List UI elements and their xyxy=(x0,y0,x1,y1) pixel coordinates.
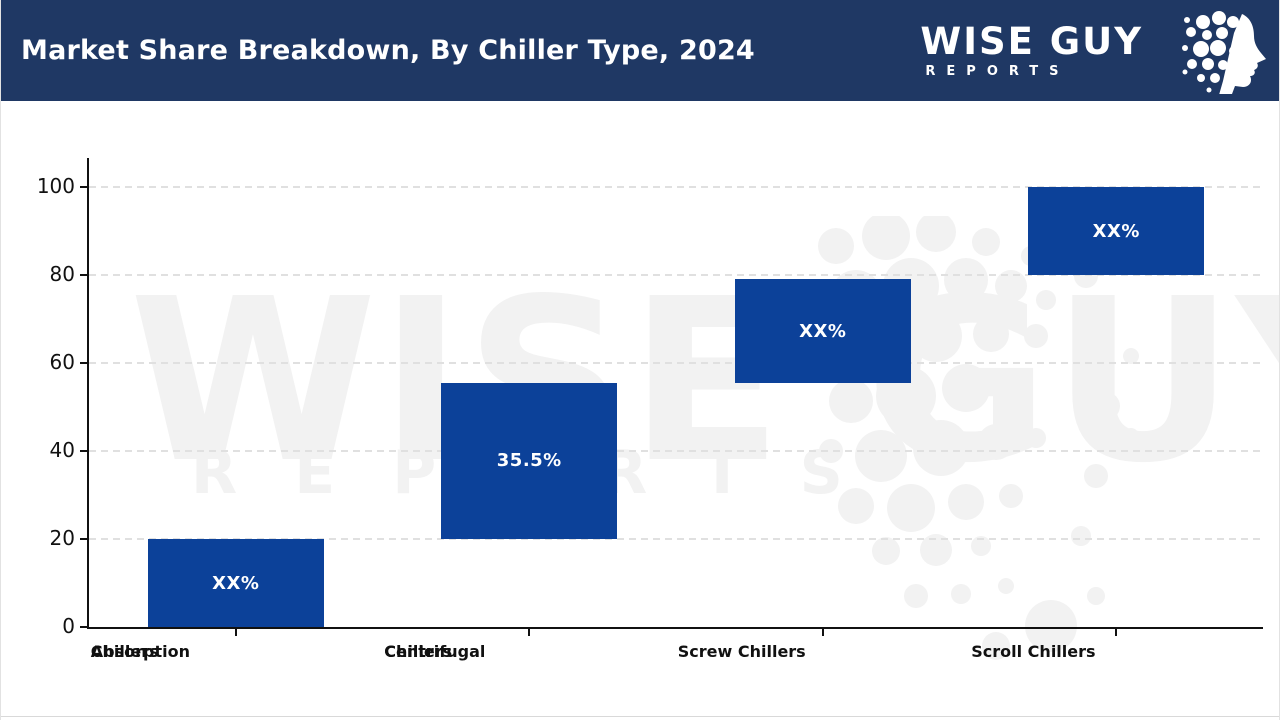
x-tick-mark xyxy=(528,629,531,636)
bar-scroll-chillers: XX% xyxy=(1028,187,1205,275)
y-tick-mark xyxy=(80,450,88,452)
y-tick-label: 60 xyxy=(49,350,75,374)
bar-screw-chillers: XX% xyxy=(734,279,911,383)
bar-value-label: XX% xyxy=(799,320,847,342)
x-axis-line xyxy=(87,627,1263,629)
y-tick-label: 80 xyxy=(49,262,75,286)
y-tick-mark xyxy=(80,538,88,540)
y-axis-line xyxy=(87,158,89,629)
header-bar: Market Share Breakdown, By Chiller Type,… xyxy=(1,0,1279,101)
logo-reports-text: REPORTS xyxy=(925,63,1070,79)
bar-value-label: 35.5% xyxy=(496,450,562,472)
gridline xyxy=(89,362,1263,364)
bar-value-label: XX% xyxy=(212,572,260,594)
y-tick-mark xyxy=(80,362,88,364)
gridline xyxy=(89,274,1263,276)
footer-divider xyxy=(1,716,1279,717)
gridline xyxy=(89,450,1263,452)
logo-wiseguy-text: WISE GUY xyxy=(920,19,1143,63)
y-tick-mark xyxy=(80,274,88,276)
wiseguy-logo: WISE GUY REPORTS xyxy=(920,8,1267,94)
logo-face-icon xyxy=(1182,10,1266,94)
y-tick-mark xyxy=(80,626,88,628)
chart-area: WISE GUY REPORTS 020406080100XX%Absorpti… xyxy=(1,101,1279,720)
gridline xyxy=(89,186,1263,188)
gridline xyxy=(89,538,1263,540)
bar-value-label: XX% xyxy=(1092,220,1140,242)
bar-centrifugal-chillers: 35.5% xyxy=(441,382,618,539)
y-tick-mark xyxy=(80,186,88,188)
page-title: Market Share Breakdown, By Chiller Type,… xyxy=(21,35,755,66)
bar-absorption-chillers: XX% xyxy=(147,539,324,627)
y-tick-label: 0 xyxy=(62,614,75,638)
logo-text: WISE GUY REPORTS xyxy=(920,23,1143,79)
x-tick-mark xyxy=(821,629,824,636)
x-tick-mark xyxy=(1115,629,1118,636)
y-tick-label: 20 xyxy=(49,526,75,550)
y-tick-label: 100 xyxy=(36,174,75,198)
x-tick-mark xyxy=(234,629,237,636)
y-tick-label: 40 xyxy=(49,438,75,462)
watermark-face-dots xyxy=(812,216,1139,660)
